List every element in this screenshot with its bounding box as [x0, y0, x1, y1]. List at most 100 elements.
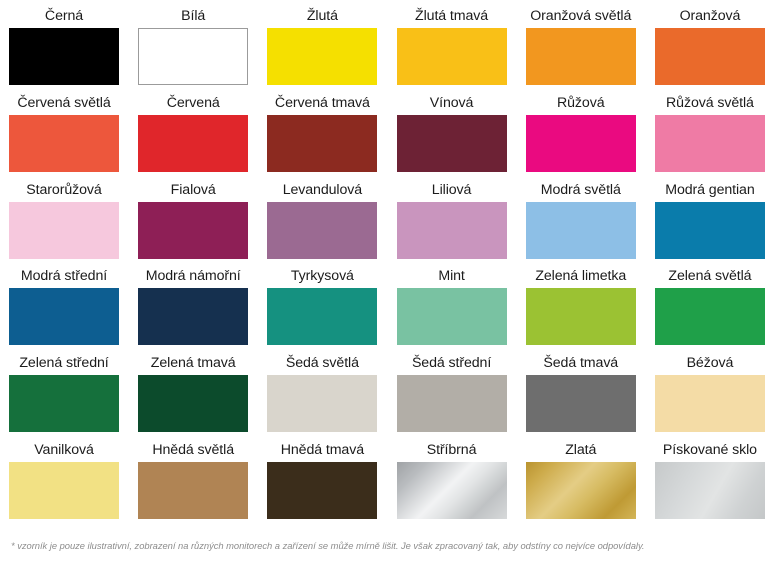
swatch-chip[interactable]	[654, 201, 765, 259]
swatch-chip[interactable]	[138, 375, 249, 433]
swatch-label: Červená tmavá	[274, 94, 370, 111]
swatch-cell[interactable]: Černá	[9, 4, 138, 91]
swatch-label: Pískované sklo	[662, 441, 757, 458]
swatch-label: Šedá tmavá	[543, 355, 619, 372]
swatch-cell[interactable]: Šedá světlá	[267, 351, 396, 438]
swatch-cell[interactable]: Stříbrná	[396, 438, 526, 525]
swatch-cell[interactable]: Oranžová	[654, 4, 775, 91]
swatch-chip[interactable]	[396, 461, 507, 519]
swatch-chip[interactable]	[267, 114, 378, 172]
swatch-chip[interactable]	[138, 114, 249, 172]
swatch-cell[interactable]: Zelená světlá	[654, 264, 775, 351]
swatch-cell[interactable]: Liliová	[396, 178, 526, 265]
swatch-chip[interactable]	[396, 375, 507, 433]
swatch-label: Hnědá tmavá	[280, 441, 365, 458]
swatch-cell[interactable]: Fialová	[138, 178, 267, 265]
swatch-chip[interactable]	[267, 461, 378, 519]
swatch-label: Černá	[44, 8, 84, 24]
swatch-label: Staro­růžová	[26, 181, 102, 198]
swatch-cell[interactable]: Růžová	[525, 91, 655, 178]
swatch-cell[interactable]: Oranžová světlá	[525, 4, 655, 91]
swatch-label: Stříbrná	[426, 441, 477, 458]
swatch-cell[interactable]: Růžová světlá	[654, 91, 775, 178]
swatch-cell[interactable]: Vínová	[396, 91, 526, 178]
swatch-chip[interactable]	[396, 288, 507, 346]
swatch-chip[interactable]	[525, 201, 636, 259]
swatch-chip[interactable]	[396, 201, 507, 259]
swatch-cell[interactable]: Tyrkysová	[267, 264, 396, 351]
swatch-chip[interactable]	[138, 288, 249, 346]
swatch-grid: Černá Bílá Žlutá Žlutá tmavá Oranžová světlá…	[9, 4, 775, 525]
swatch-cell[interactable]: Zelená střední	[9, 351, 138, 438]
swatch-chip[interactable]	[267, 201, 378, 259]
swatch-chip[interactable]	[396, 114, 507, 172]
swatch-chip[interactable]	[9, 461, 119, 519]
swatch-chip[interactable]	[9, 288, 119, 346]
swatch-cell[interactable]: Staro­růžová	[9, 178, 138, 265]
swatch-label: Béžová	[686, 355, 734, 372]
swatch-label: Liliová	[431, 181, 472, 198]
swatch-label: Levandulová	[282, 181, 363, 198]
swatch-cell[interactable]: Modrá gentian	[654, 178, 775, 265]
swatch-label: Vanilková	[34, 441, 94, 458]
swatch-cell[interactable]: Šedá tmavá	[525, 351, 655, 438]
swatch-label: Růžová	[556, 94, 605, 111]
swatch-cell[interactable]: Šedá střední	[396, 351, 526, 438]
swatch-cell[interactable]: Modrá světlá	[525, 178, 655, 265]
swatch-chip[interactable]	[9, 201, 119, 259]
swatch-cell[interactable]: Žlutá	[267, 4, 396, 91]
swatch-label: Tyrkysová	[290, 268, 354, 285]
swatch-cell[interactable]: Modrá střední	[9, 264, 138, 351]
swatch-cell[interactable]: Zlatá	[525, 438, 655, 525]
swatch-chip[interactable]	[654, 288, 765, 346]
swatch-cell[interactable]: Pískované sklo	[654, 438, 775, 525]
swatch-chip[interactable]	[525, 288, 636, 346]
swatch-chip[interactable]	[396, 28, 507, 85]
swatch-cell[interactable]: Levandulová	[267, 178, 396, 265]
swatch-label: Červená světlá	[17, 94, 111, 111]
swatch-label: Modrá námořní	[145, 268, 241, 285]
swatch-cell[interactable]: Zelená limetka	[525, 264, 655, 351]
swatch-label: Žlutá	[306, 8, 338, 24]
swatch-label: Modrá světlá	[540, 181, 621, 198]
swatch-label: Oranžová světlá	[530, 8, 632, 24]
swatch-chip[interactable]	[525, 375, 636, 433]
swatch-chip[interactable]	[138, 201, 249, 259]
swatch-label: Modrá gentian	[665, 181, 755, 198]
swatch-cell[interactable]: Bílá	[138, 4, 267, 91]
swatch-label: Fialová	[170, 181, 216, 198]
swatch-cell[interactable]: Hnědá tmavá	[267, 438, 396, 525]
swatch-chip[interactable]	[525, 28, 636, 85]
swatch-cell[interactable]: Červená tmavá	[267, 91, 396, 178]
swatch-chip[interactable]	[654, 114, 765, 172]
swatch-chip[interactable]	[267, 375, 378, 433]
swatch-cell[interactable]: Žlutá tmavá	[396, 4, 526, 91]
swatch-label: Růžová světlá	[666, 94, 754, 111]
swatch-chip[interactable]	[654, 375, 765, 433]
swatch-chip[interactable]	[138, 461, 249, 519]
swatch-chip[interactable]	[267, 28, 378, 85]
swatch-label: Šedá světlá	[285, 355, 359, 372]
swatch-chip[interactable]	[654, 461, 765, 519]
swatch-label: Mint	[438, 268, 465, 285]
swatch-chip[interactable]	[525, 461, 636, 519]
swatch-cell[interactable]: Hnědá světlá	[138, 438, 267, 525]
swatch-label: Bílá	[181, 8, 206, 24]
swatch-cell[interactable]: Červená světlá	[9, 91, 138, 178]
swatch-cell[interactable]: Modrá námořní	[138, 264, 267, 351]
swatch-cell[interactable]: Béžová	[654, 351, 775, 438]
swatch-chip[interactable]	[9, 375, 119, 433]
swatch-chip[interactable]	[9, 28, 119, 85]
swatch-chip[interactable]	[267, 288, 378, 346]
swatch-chip[interactable]	[9, 114, 119, 172]
swatch-cell[interactable]: Mint	[396, 264, 526, 351]
swatch-label: Zlatá	[565, 441, 597, 458]
swatch-cell[interactable]: Zelená tmavá	[138, 351, 267, 438]
swatch-cell[interactable]: Vanilková	[9, 438, 138, 525]
swatch-label: Žlutá tmavá	[415, 8, 489, 24]
swatch-chip[interactable]	[654, 28, 765, 85]
swatch-chip[interactable]	[525, 114, 636, 172]
swatch-chip[interactable]	[138, 28, 249, 85]
swatch-label: Šedá střední	[411, 355, 492, 372]
swatch-cell[interactable]: Červená	[138, 91, 267, 178]
